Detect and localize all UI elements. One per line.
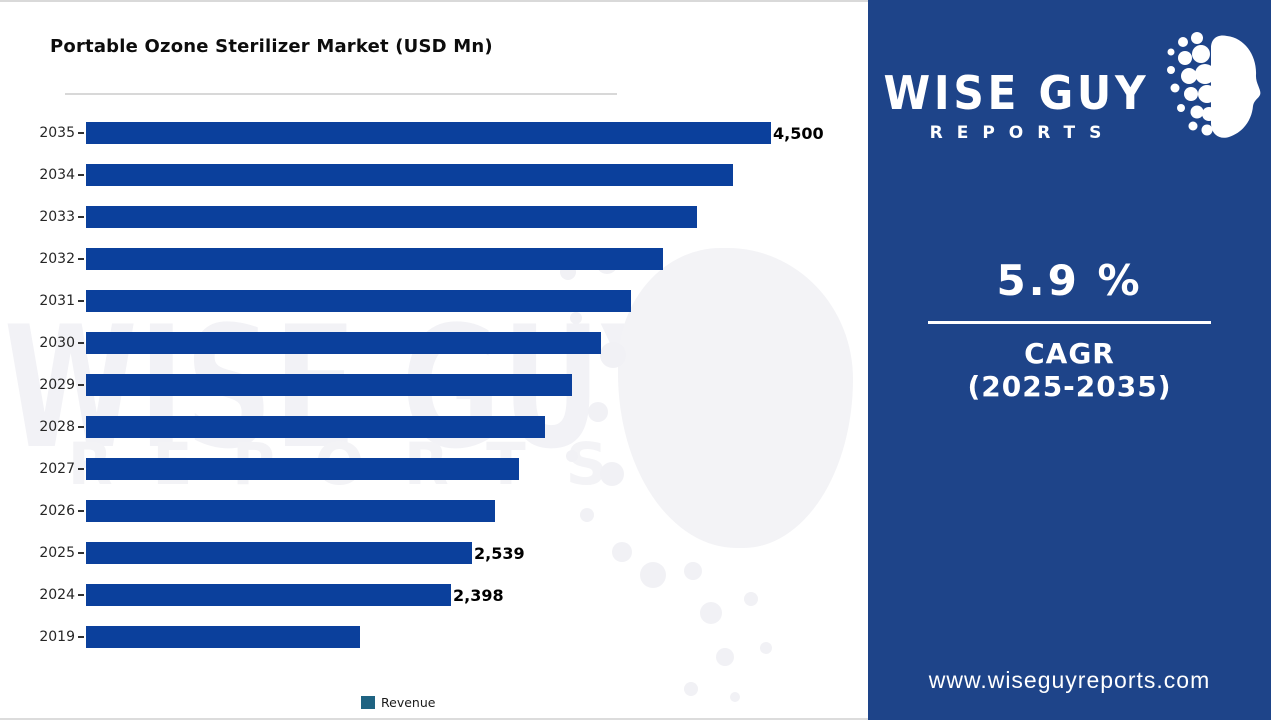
- y-tick-label: 2026: [39, 503, 75, 519]
- y-tick-label: 2031: [39, 293, 75, 309]
- logo-head-icon: [1166, 32, 1261, 138]
- revenue-bar-2026: [86, 500, 495, 522]
- revenue-bar-2030: [86, 332, 601, 354]
- bar-row-2034: 2034: [0, 154, 868, 196]
- revenue-bar-2035: [86, 122, 771, 144]
- y-tick-label: 2028: [39, 419, 75, 435]
- revenue-bar-2027: [86, 458, 519, 480]
- wiseguy-logo: WISE GUY REPORTS: [868, 32, 1271, 146]
- y-tick-mark: [78, 300, 84, 302]
- revenue-bar-2034: [86, 164, 733, 186]
- legend-label: Revenue: [381, 695, 436, 710]
- cagr-period: (2025-2035): [967, 370, 1172, 403]
- y-tick-mark: [78, 384, 84, 386]
- revenue-bar-2024: [86, 584, 451, 606]
- bar-row-2033: 2033: [0, 196, 868, 238]
- y-tick-mark: [78, 636, 84, 638]
- cagr-label: CAGR: [1024, 337, 1115, 370]
- chart-title: Portable Ozone Sterilizer Market (USD Mn…: [50, 36, 493, 57]
- bar-row-2025: 2025 2,539: [0, 532, 868, 574]
- bar-row-2026: 2026: [0, 490, 868, 532]
- bar-row-2024: 2024 2,398: [0, 574, 868, 616]
- bar-row-2029: 2029: [0, 364, 868, 406]
- brand-panel: WISE GUY REPORTS 5.9 % CAGR (2025-2035): [868, 0, 1271, 720]
- y-tick-label: 2032: [39, 251, 75, 267]
- bar-row-2031: 2031: [0, 280, 868, 322]
- y-tick-mark: [78, 342, 84, 344]
- website-url: www.wiseguyreports.com: [928, 667, 1211, 693]
- legend-swatch: [361, 696, 375, 709]
- legend: Revenue: [361, 695, 435, 710]
- y-tick-mark: [78, 132, 84, 134]
- revenue-bar-2029: [86, 374, 572, 396]
- bar-value-label: 2,398: [453, 585, 504, 605]
- bar-row-2035: 2035 4,500: [0, 112, 868, 154]
- bar-value-label: 4,500: [773, 123, 824, 143]
- logo-subtitle: REPORTS: [929, 123, 1116, 143]
- y-tick-label: 2024: [39, 587, 75, 603]
- title-divider: [65, 93, 617, 95]
- revenue-bar-2025: [86, 542, 472, 564]
- y-tick-mark: [78, 552, 84, 554]
- watermark-dot: [684, 682, 698, 696]
- bar-row-2030: 2030: [0, 322, 868, 364]
- y-tick-label: 2034: [39, 167, 75, 183]
- cagr-block: 5.9 % CAGR (2025-2035): [868, 256, 1271, 403]
- bar-row-2027: 2027: [0, 448, 868, 490]
- y-tick-label: 2025: [39, 545, 75, 561]
- cagr-value: 5.9 %: [996, 256, 1143, 305]
- revenue-bar-2032: [86, 248, 663, 270]
- logo-title: WISE GUY: [883, 66, 1150, 120]
- cagr-divider: [928, 321, 1211, 324]
- revenue-bar-2031: [86, 290, 631, 312]
- y-tick-label: 2029: [39, 377, 75, 393]
- y-tick-label: 2035: [39, 125, 75, 141]
- bar-chart: 2035 4,500 2034 2033 2032 2031 2030 2029 2028 202…: [0, 112, 868, 658]
- y-tick-mark: [78, 426, 84, 428]
- revenue-bar-2028: [86, 416, 545, 438]
- bar-row-2028: 2028: [0, 406, 868, 448]
- bar-value-label: 2,539: [474, 543, 525, 563]
- y-tick-label: 2030: [39, 335, 75, 351]
- y-tick-mark: [78, 510, 84, 512]
- y-tick-mark: [78, 216, 84, 218]
- y-tick-mark: [78, 258, 84, 260]
- revenue-bar-2033: [86, 206, 697, 228]
- bar-row-2019: 2019: [0, 616, 868, 658]
- y-tick-mark: [78, 594, 84, 596]
- revenue-bar-2019: [86, 626, 360, 648]
- bar-row-2032: 2032: [0, 238, 868, 280]
- y-tick-mark: [78, 468, 84, 470]
- watermark-dot: [730, 692, 740, 702]
- y-tick-label: 2019: [39, 629, 75, 645]
- y-tick-label: 2027: [39, 461, 75, 477]
- y-tick-label: 2033: [39, 209, 75, 225]
- chart-area: WISE GUY REPORTS Portable Ozone Steriliz…: [0, 0, 868, 720]
- y-tick-mark: [78, 174, 84, 176]
